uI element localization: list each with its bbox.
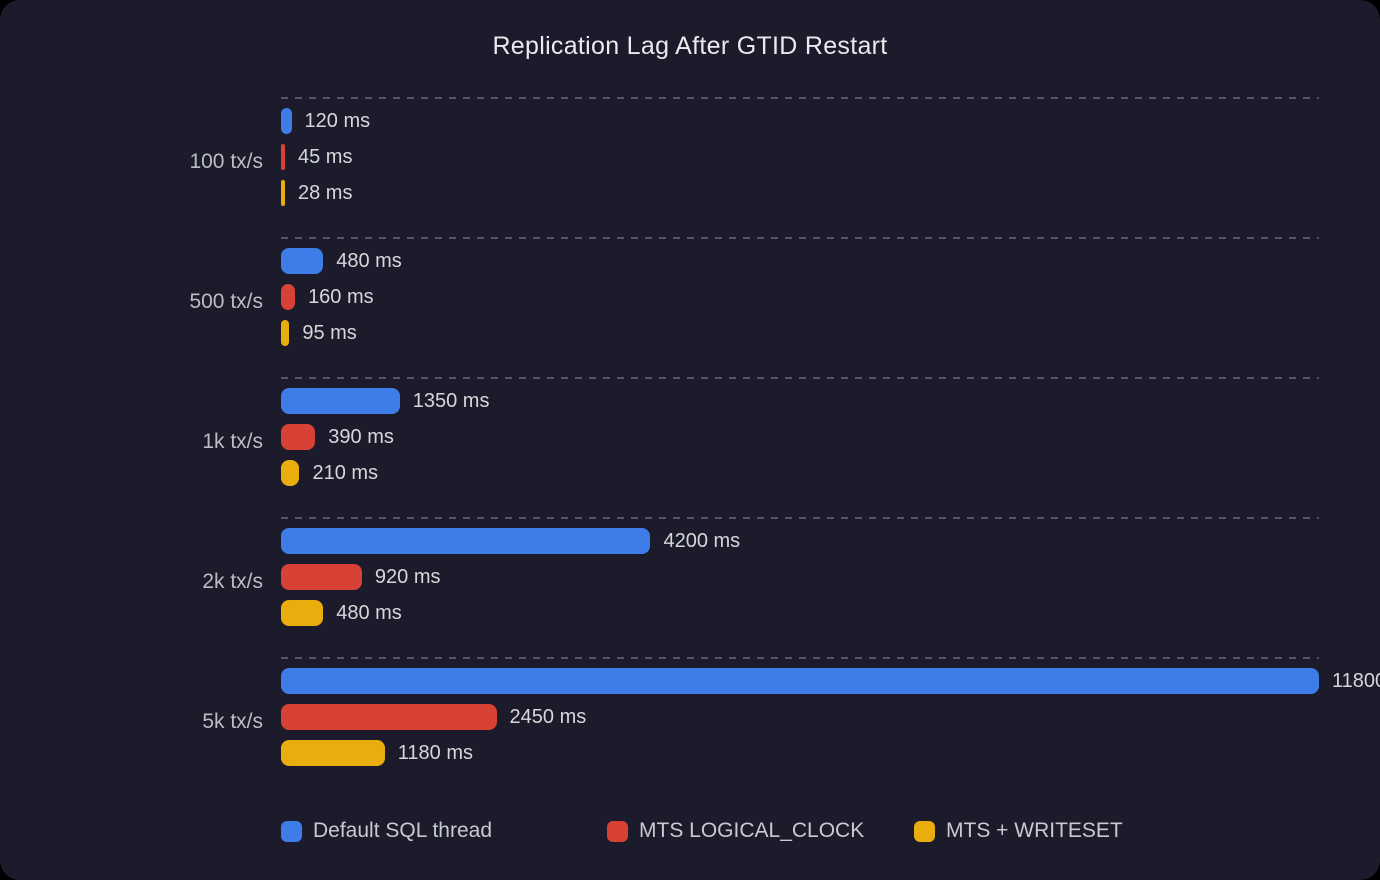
bar-mts-writeset-2k-tx-s xyxy=(281,600,324,626)
category-label-cell: 5k tx/s xyxy=(0,657,281,787)
bar-row: 920 ms xyxy=(281,564,1319,590)
bar-mts-writeset-1k-tx-s xyxy=(281,460,300,486)
bar-row: 4200 ms xyxy=(281,528,1319,554)
category-label: 2k tx/s xyxy=(202,570,263,593)
bar-row: 1350 ms xyxy=(281,388,1319,414)
group-separator-and-bars: 1350 ms 390 ms 210 ms xyxy=(281,377,1319,517)
group-separator-and-bars: 11800 ms 2450 ms 1180 ms xyxy=(281,657,1380,797)
bar-row: 11800 ms xyxy=(281,668,1380,694)
category-label-cell: 2k tx/s xyxy=(0,517,281,647)
bar-value-label: 1350 ms xyxy=(412,389,490,412)
bar-default-sql-thread-500-tx-s xyxy=(281,248,324,274)
bar-value-label: 11800 ms xyxy=(1332,669,1380,692)
bar-row: 480 ms xyxy=(281,248,1319,274)
bar-mts-writeset-500-tx-s xyxy=(281,320,290,346)
bar-mts-logical-clock-100-tx-s xyxy=(281,144,285,170)
bar-row: 95 ms xyxy=(281,320,1319,346)
legend-item-mts-logical-clock: MTS LOGICAL_CLOCK xyxy=(607,819,864,843)
legend-item-default-sql-thread: Default SQL thread xyxy=(281,819,492,843)
bar-default-sql-thread-1k-tx-s xyxy=(281,388,400,414)
bar-value-label: 28 ms xyxy=(298,181,353,204)
bar-mts-logical-clock-1k-tx-s xyxy=(281,424,316,450)
bar-value-label: 390 ms xyxy=(328,425,394,448)
bar-default-sql-thread-100-tx-s xyxy=(281,108,292,134)
group-separator-and-bars: 480 ms 160 ms 95 ms xyxy=(281,237,1319,377)
bar-row: 160 ms xyxy=(281,284,1319,310)
bar-mts-logical-clock-5k-tx-s xyxy=(281,704,497,730)
legend-label: MTS + WRITESET xyxy=(946,819,1123,842)
chart-title: Replication Lag After GTID Restart xyxy=(492,32,888,60)
group-separator-and-bars: 4200 ms 920 ms 480 ms xyxy=(281,517,1319,657)
bar-default-sql-thread-2k-tx-s xyxy=(281,528,651,554)
legend-swatch-red xyxy=(607,820,628,842)
bar-value-label: 210 ms xyxy=(312,461,379,484)
category-label: 5k tx/s xyxy=(202,710,263,733)
category-label-cell: 1k tx/s xyxy=(0,377,281,507)
bar-value-label: 480 ms xyxy=(336,601,402,624)
category-label-cell: 100 tx/s xyxy=(0,97,281,227)
bar-mts-writeset-100-tx-s xyxy=(281,180,285,206)
bar-group-100-tx-s: 100 tx/s 120 ms 45 ms 28 ms xyxy=(0,97,1380,237)
bar-row: 45 ms xyxy=(281,144,1319,170)
legend-label: MTS LOGICAL_CLOCK xyxy=(639,819,865,842)
legend-swatch-blue xyxy=(281,820,302,842)
plot-area: 100 tx/s 120 ms 45 ms 28 ms 500 tx/s 480 ms 16… xyxy=(0,97,1380,797)
bar-mts-writeset-5k-tx-s xyxy=(281,740,385,766)
legend-item-mts-writeset: MTS + WRITESET xyxy=(914,819,1123,843)
bar-mts-logical-clock-500-tx-s xyxy=(281,284,296,310)
bar-group-1k-tx-s: 1k tx/s 1350 ms 390 ms 210 ms xyxy=(0,377,1380,517)
bar-row: 120 ms xyxy=(281,108,1319,134)
category-label: 100 tx/s xyxy=(189,150,263,173)
bar-row: 390 ms xyxy=(281,424,1319,450)
bar-row: 2450 ms xyxy=(281,704,1319,730)
bar-group-500-tx-s: 500 tx/s 480 ms 160 ms 95 ms xyxy=(0,237,1380,377)
bar-value-label: 4200 ms xyxy=(663,529,741,552)
legend: Default SQL thread MTS LOGICAL_CLOCK MTS… xyxy=(0,819,1380,843)
bar-mts-logical-clock-2k-tx-s xyxy=(281,564,362,590)
bar-value-label: 480 ms xyxy=(336,249,402,272)
bar-value-label: 120 ms xyxy=(304,109,371,132)
group-separator-and-bars: 120 ms 45 ms 28 ms xyxy=(281,97,1319,237)
bar-row: 210 ms xyxy=(281,460,1319,486)
bar-value-label: 45 ms xyxy=(298,145,353,168)
bar-value-label: 920 ms xyxy=(374,565,441,588)
bar-group-5k-tx-s: 5k tx/s 11800 ms 2450 ms 1180 ms xyxy=(0,657,1380,797)
bar-row: 28 ms xyxy=(281,180,1319,206)
category-label: 500 tx/s xyxy=(189,290,263,313)
bar-value-label: 1180 ms xyxy=(397,741,474,764)
category-label: 1k tx/s xyxy=(202,430,263,453)
bar-row: 480 ms xyxy=(281,600,1319,626)
legend-swatch-yellow xyxy=(914,820,935,842)
bar-value-label: 160 ms xyxy=(308,285,374,308)
legend-label: Default SQL thread xyxy=(313,819,492,842)
bar-row: 1180 ms xyxy=(281,740,1319,766)
bar-default-sql-thread-5k-tx-s xyxy=(281,668,1319,694)
bar-group-2k-tx-s: 2k tx/s 4200 ms 920 ms 480 ms xyxy=(0,517,1380,657)
bar-value-label: 2450 ms xyxy=(509,705,587,728)
bar-value-label: 95 ms xyxy=(302,321,357,344)
category-label-cell: 500 tx/s xyxy=(0,237,281,367)
